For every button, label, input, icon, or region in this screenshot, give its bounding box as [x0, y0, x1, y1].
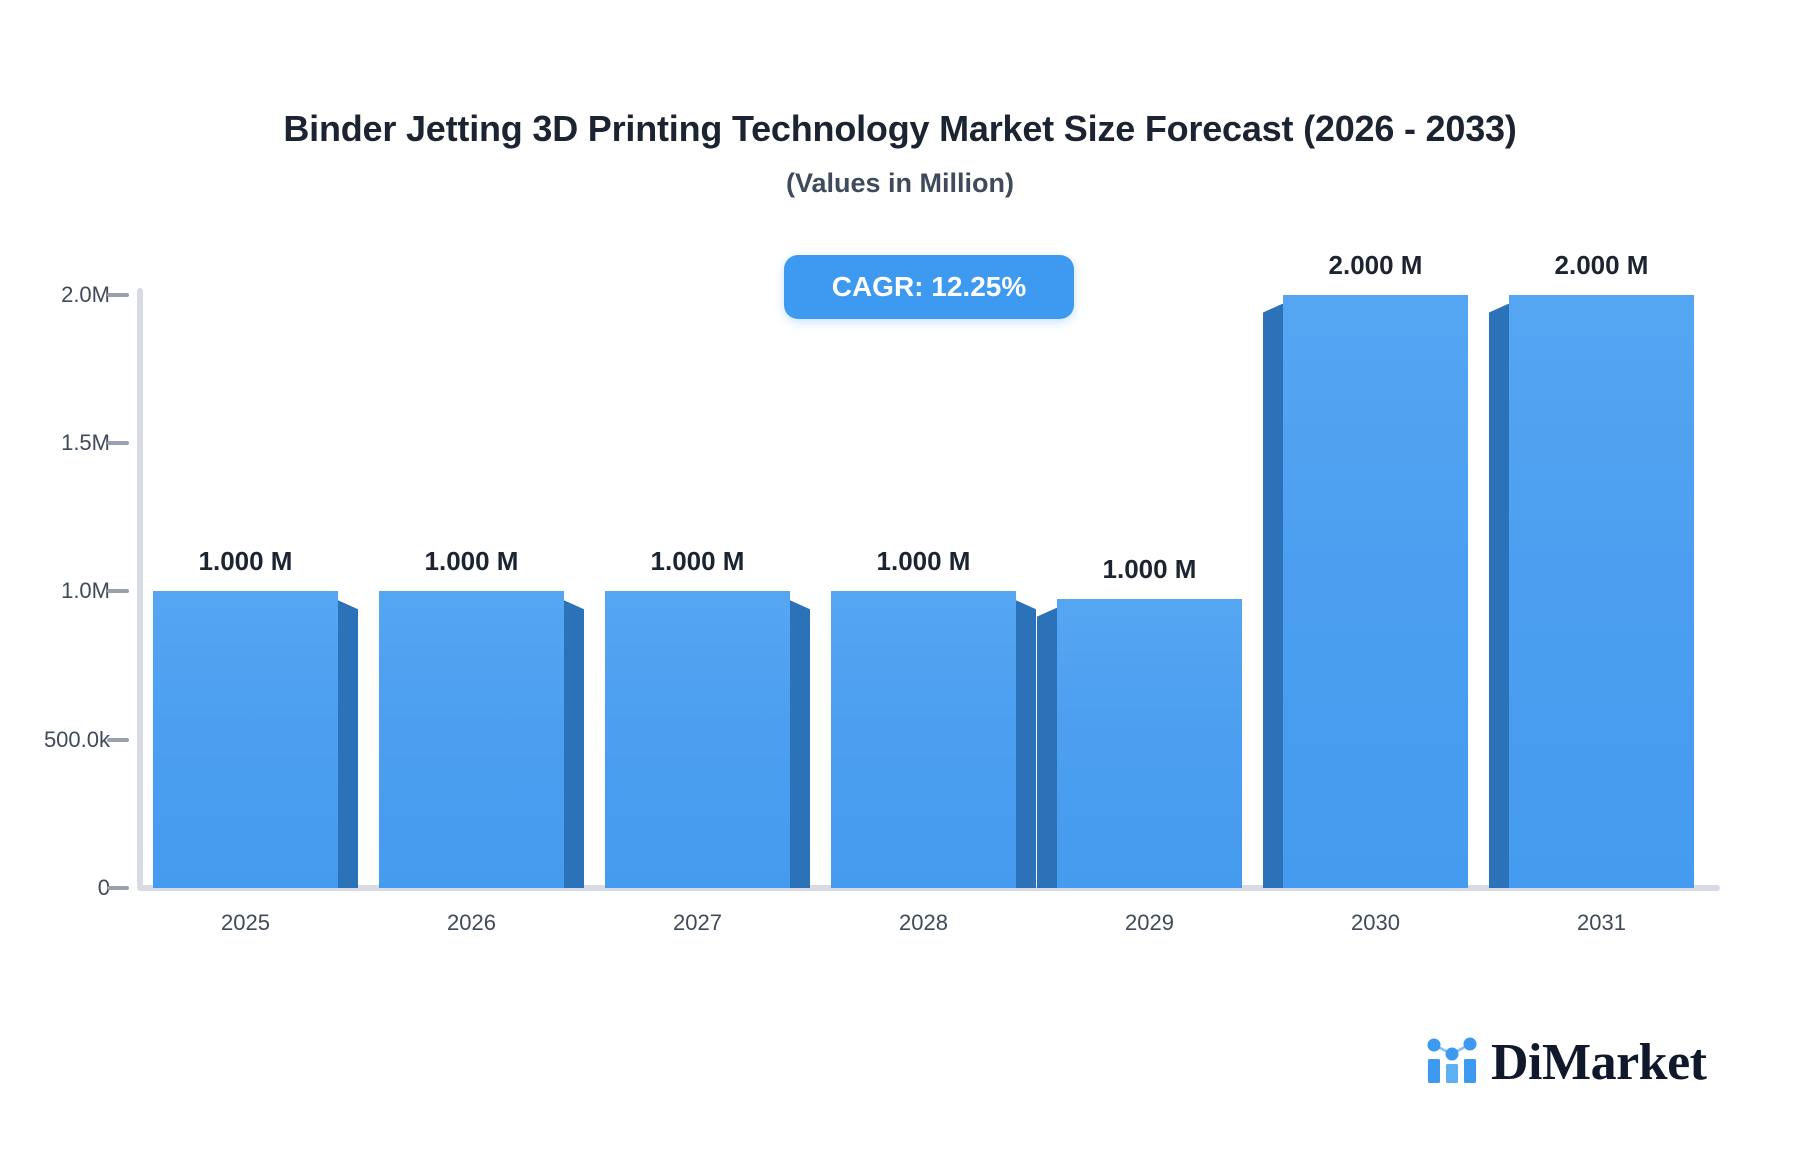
bar-front-face: [153, 591, 338, 888]
x-tick-label: 2025: [221, 910, 270, 935]
y-tick-label: 1.0M: [61, 578, 110, 604]
bar-value-label: 1.000 M: [198, 546, 293, 577]
y-tick-mark: [107, 886, 129, 890]
y-tick-mark: [107, 440, 129, 445]
brand-name: DiMarket: [1491, 1033, 1707, 1091]
y-tick-label: 2.0M: [61, 281, 110, 307]
x-tick-label: 2029: [1125, 910, 1174, 935]
bar-value-label: 1.000 M: [1102, 553, 1197, 584]
bar-front-face: [1509, 294, 1694, 888]
bar-front-face: [605, 591, 790, 888]
bar-side-face: [564, 600, 584, 888]
bar-value-label: 1.000 M: [424, 546, 519, 577]
x-tick-label: 2028: [899, 910, 948, 935]
brand-logo: DiMarket: [1425, 1033, 1707, 1091]
chart-subtitle: (Values in Million): [785, 168, 1015, 198]
bar-front-face: [1057, 598, 1242, 888]
bar-side-face: [1016, 600, 1036, 888]
bar-value-label: 2.000 M: [1328, 249, 1423, 280]
x-tick-label: 2031: [1577, 910, 1626, 935]
bar-side-face: [790, 600, 810, 888]
x-tick-label: 2027: [673, 910, 722, 935]
x-tick-label: 2026: [447, 910, 496, 935]
x-tick-label: 2030: [1351, 910, 1400, 935]
bar-front-face: [379, 591, 564, 888]
bar-side-face: [1489, 303, 1509, 888]
y-tick-label: 0: [97, 875, 110, 900]
bar-front-face: [831, 591, 1016, 888]
bar-value-label: 1.000 M: [876, 546, 971, 577]
bar-chart-trend-icon: [1425, 1035, 1479, 1090]
x-axis-line: [137, 885, 1720, 891]
bar-side-face: [1037, 607, 1057, 888]
bar-value-label: 2.000 M: [1554, 249, 1649, 280]
y-tick-mark: [107, 292, 129, 297]
y-axis-line: [137, 288, 143, 890]
cagr-badge: CAGR: 12.25%: [784, 255, 1074, 319]
y-tick-label: 1.5M: [61, 429, 110, 455]
bar-front-face: [1283, 294, 1468, 888]
bar-value-label: 1.000 M: [650, 546, 745, 577]
bar-side-face: [338, 600, 358, 888]
y-tick-mark: [107, 589, 129, 594]
bar-side-face: [1263, 303, 1283, 888]
chart-title: Binder Jetting 3D Printing Technology Ma…: [283, 108, 1517, 149]
y-tick-label: 500.0k: [43, 726, 110, 752]
y-tick-mark: [107, 737, 129, 742]
